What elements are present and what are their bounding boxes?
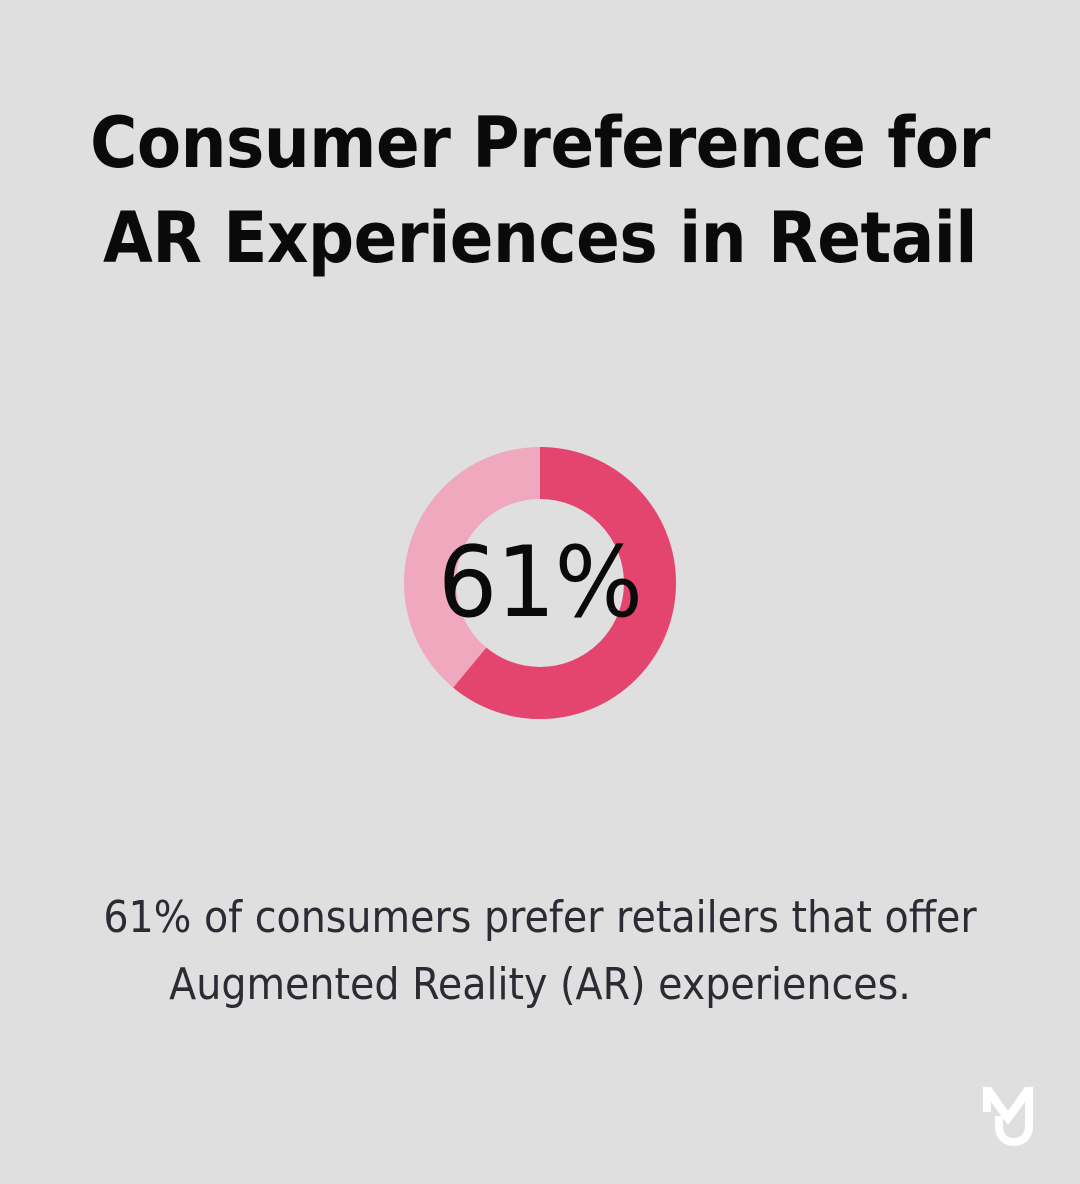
donut-chart-svg bbox=[404, 447, 676, 719]
caption: 61% of consumers prefer retailers that o… bbox=[0, 884, 1080, 1018]
donut-chart: 61% bbox=[292, 335, 788, 831]
title-line-1: Consumer Preference for bbox=[90, 102, 990, 184]
mj-monogram-icon bbox=[983, 1087, 1033, 1146]
title-line-2: AR Experiences in Retail bbox=[102, 197, 978, 279]
caption-line-1: 61% of consumers prefer retailers that o… bbox=[103, 892, 977, 943]
mj-monogram-logo bbox=[980, 1086, 1036, 1148]
donut-slice-primary[interactable] bbox=[404, 447, 676, 719]
caption-line-2: Augmented Reality (AR) experiences. bbox=[169, 959, 911, 1010]
page-title: Consumer Preference for AR Experiences i… bbox=[0, 96, 1080, 286]
